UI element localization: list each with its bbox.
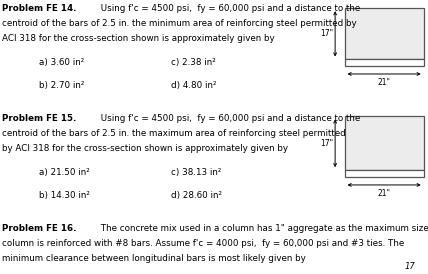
Text: column is reinforced with #8 bars. Assume f'c = 4000 psi,  fy = 60,000 psi and #: column is reinforced with #8 bars. Assum… [2, 239, 404, 248]
Text: minimum clearance between longitudinal bars is most likely given by: minimum clearance between longitudinal b… [2, 254, 306, 263]
Text: Problem FE 16.: Problem FE 16. [2, 224, 77, 233]
Text: b) 14.30 in²: b) 14.30 in² [39, 191, 89, 200]
Text: centroid of the bars of 2.5 in. the minimum area of reinforcing steel permitted : centroid of the bars of 2.5 in. the mini… [2, 19, 357, 28]
Text: The concrete mix used in a column has 1" aggregate as the maximum size. The: The concrete mix used in a column has 1"… [98, 224, 428, 233]
Text: centroid of the bars of 2.5 in. the maximum area of reinforcing steel permitted: centroid of the bars of 2.5 in. the maxi… [2, 129, 346, 138]
Text: c) 2.38 in²: c) 2.38 in² [171, 58, 216, 67]
Text: 17": 17" [320, 139, 333, 148]
Bar [345, 116, 424, 170]
Bar [345, 170, 424, 177]
Text: Using f'c = 4500 psi,  fy = 60,000 psi and a distance to the: Using f'c = 4500 psi, fy = 60,000 psi an… [98, 4, 360, 13]
Text: 21": 21" [377, 78, 391, 87]
Text: c) 38.13 in²: c) 38.13 in² [171, 169, 222, 177]
Text: b) 2.70 in²: b) 2.70 in² [39, 81, 84, 90]
Bar [345, 59, 424, 66]
Text: Problem FE 15.: Problem FE 15. [2, 114, 77, 123]
Text: d) 28.60 in²: d) 28.60 in² [171, 191, 222, 200]
Text: ACI 318 for the cross-section shown is approximately given by: ACI 318 for the cross-section shown is a… [2, 34, 275, 43]
Text: a) 3.60 in²: a) 3.60 in² [39, 58, 84, 67]
Text: a) 21.50 in²: a) 21.50 in² [39, 169, 89, 177]
Text: 21": 21" [377, 189, 391, 198]
Bar [345, 8, 424, 59]
Text: Problem FE 14.: Problem FE 14. [2, 4, 77, 13]
Text: 17: 17 [404, 262, 415, 271]
Text: by ACI 318 for the cross-section shown is approximately given by: by ACI 318 for the cross-section shown i… [2, 144, 288, 153]
Text: d) 4.80 in²: d) 4.80 in² [171, 81, 217, 90]
Text: 17": 17" [320, 29, 333, 38]
Text: Using f'c = 4500 psi,  fy = 60,000 psi and a distance to the: Using f'c = 4500 psi, fy = 60,000 psi an… [98, 114, 360, 123]
